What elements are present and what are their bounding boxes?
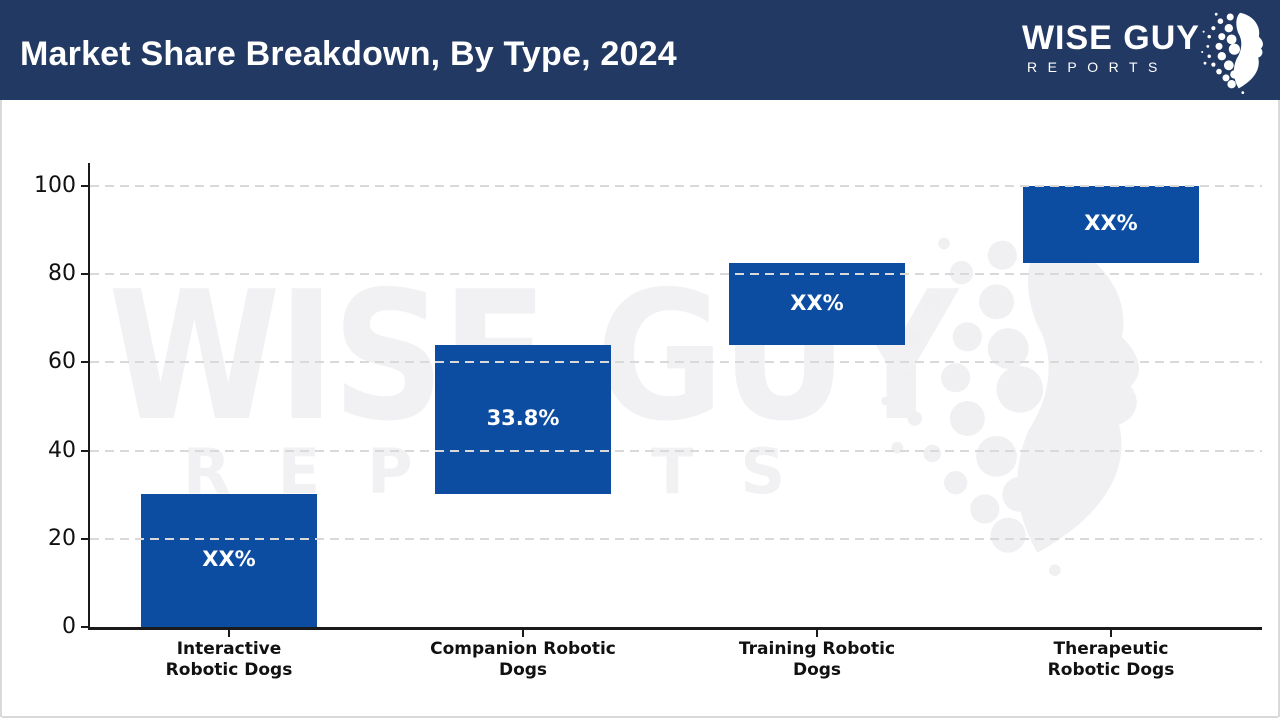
gridline-20 <box>90 537 1262 540</box>
y-tick-mark <box>81 273 88 276</box>
y-tick-mark <box>81 537 88 540</box>
bar <box>729 262 905 345</box>
y-tick-label: 40 <box>48 437 76 463</box>
gridline-40 <box>90 449 1262 452</box>
y-tick-mark <box>81 626 88 628</box>
x-category-label: Companion Robotic Dogs <box>430 639 616 680</box>
x-tick-mark <box>228 630 230 637</box>
y-axis-line <box>88 163 90 630</box>
x-tick-mark <box>816 630 818 637</box>
x-tick-mark <box>522 630 524 637</box>
x-tick-mark <box>1110 630 1112 637</box>
y-tick-label: 100 <box>34 173 76 198</box>
brand-logo: WISE GUY REPORTS <box>1012 6 1272 94</box>
brand-text: WISE GUY REPORTS <box>1022 20 1200 75</box>
y-tick-mark <box>81 361 88 364</box>
gridline-80 <box>90 273 1262 276</box>
brand-name: WISE GUY <box>1021 19 1200 57</box>
y-tick-label: 80 <box>48 261 76 287</box>
x-axis-line <box>88 627 1262 630</box>
gridline-60 <box>90 361 1262 364</box>
bar <box>435 344 611 494</box>
y-tick-label: 0 <box>62 614 76 639</box>
x-category-label: Therapeutic Robotic Dogs <box>1047 639 1175 680</box>
header-bar: Market Share Breakdown, By Type, 2024 WI… <box>0 0 1280 100</box>
bar-value-label: 33.8% <box>486 406 560 431</box>
bar-value-label: XX% <box>202 547 256 572</box>
bar-value-label: XX% <box>1084 211 1138 236</box>
left-edge-rule <box>0 100 2 717</box>
x-category-label: Interactive Robotic Dogs <box>165 639 293 680</box>
bar <box>141 493 317 627</box>
bar-value-label: XX% <box>790 290 844 315</box>
y-tick-label: 60 <box>48 349 76 375</box>
chart-title: Market Share Breakdown, By Type, 2024 <box>20 35 677 73</box>
right-edge-rule <box>1278 100 1280 717</box>
gridline-100 <box>90 185 1262 187</box>
y-tick-mark <box>81 185 88 187</box>
x-category-label: Training Robotic Dogs <box>738 639 896 680</box>
y-tick-label: 20 <box>48 525 76 551</box>
brand-sub: REPORTS <box>1026 59 1168 75</box>
y-tick-mark <box>81 449 88 452</box>
bottom-edge-rule <box>2 716 1278 718</box>
